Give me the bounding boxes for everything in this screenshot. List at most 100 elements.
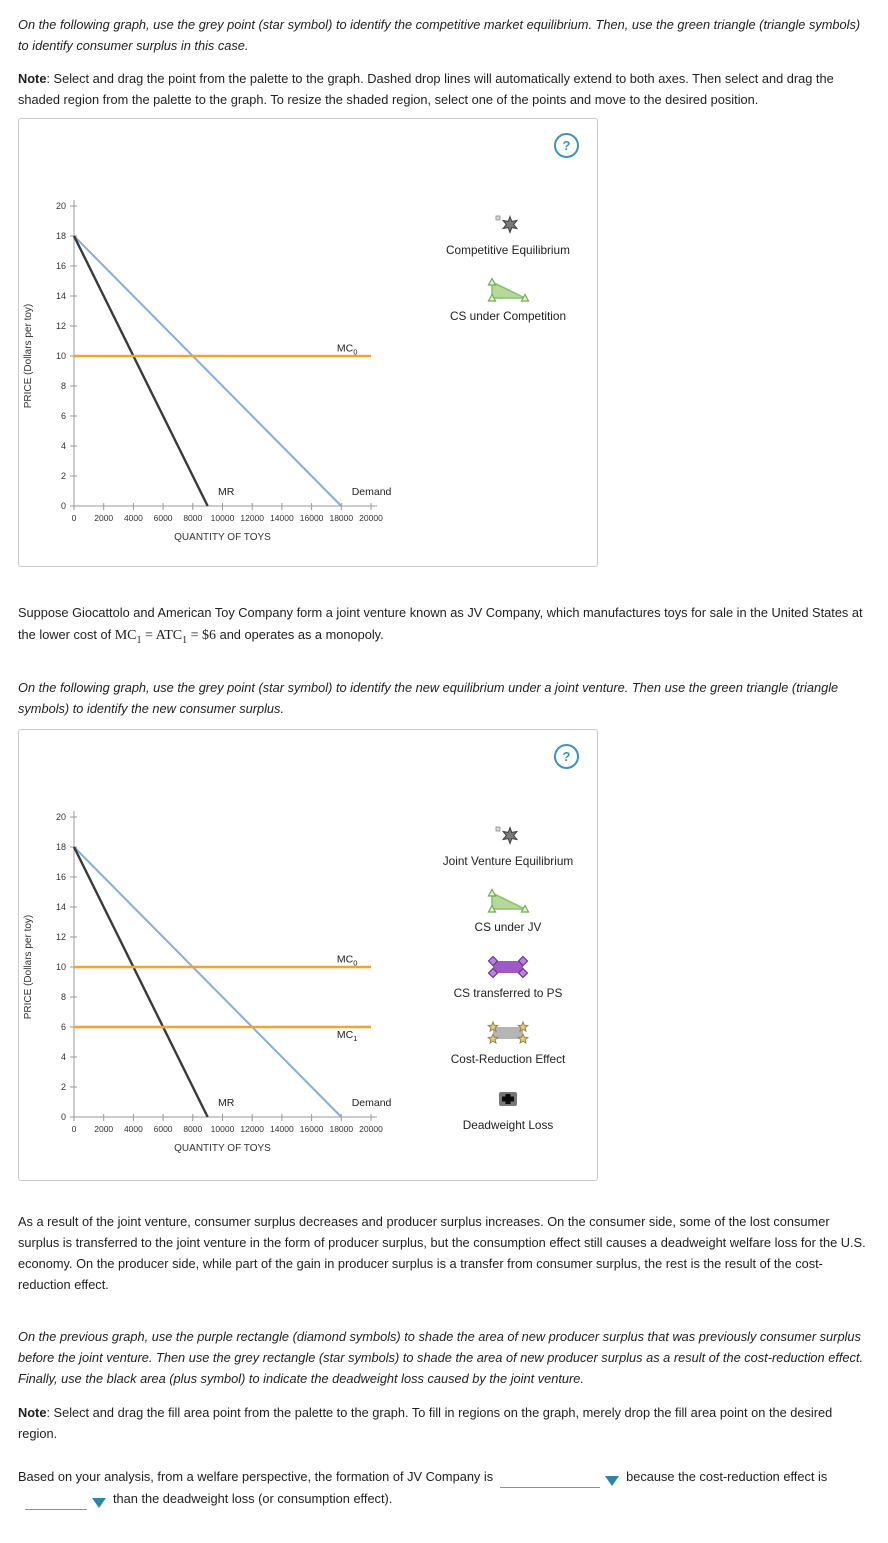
mc0-line-label: MC0 [337, 954, 358, 968]
note-label: Note [18, 1404, 47, 1420]
palette-item-deadweight-loss[interactable]: Deadweight Loss [419, 1082, 597, 1132]
y-tick-label: 6 [61, 411, 66, 421]
mr-line-label: MR [218, 486, 235, 498]
note-paragraph-2: Note: Select and drag the fill area poin… [18, 1402, 870, 1444]
palette-item-joint-venture-equilibrium[interactable]: Joint Venture Equilibrium [419, 818, 597, 868]
purple-rectangle-diamond-icon[interactable] [419, 950, 597, 984]
y-tick-label: 0 [61, 501, 66, 511]
green-triangle-icon[interactable] [419, 884, 597, 918]
y-tick-label: 0 [61, 1112, 66, 1122]
dropdown-welfare[interactable] [500, 1466, 620, 1488]
palette-item-label: Cost-Reduction Effect [450, 1052, 566, 1067]
mr-line-label: MR [218, 1097, 235, 1109]
x-tick-label: 10000 [211, 513, 235, 523]
star-point-icon[interactable] [419, 818, 597, 852]
x-tick-label: 16000 [300, 513, 324, 523]
star-point-icon[interactable] [419, 207, 597, 241]
instruction-paragraph-2: On the following graph, use the grey poi… [18, 679, 839, 716]
note-paragraph-1: Note: Select and drag the point from the… [18, 68, 870, 110]
math-price: = $6 [187, 627, 217, 643]
x-tick-label: 12000 [240, 1124, 264, 1134]
x-tick-label: 12000 [240, 513, 264, 523]
demand-line [73, 235, 343, 508]
palette-item-label: Joint Venture Equilibrium [442, 854, 574, 869]
dropdown-blank[interactable] [25, 1495, 87, 1510]
y-tick-label: 18 [56, 231, 66, 241]
dropdown-arrow-icon[interactable] [605, 1475, 620, 1486]
joint-venture-graph-canvas[interactable]: 0 2 4 6 8 10 12 14 16 18 20 0 2000 4000 6000 8000 10000 1… [19, 792, 419, 1160]
palette-item-label: Competitive Equilibrium [446, 243, 570, 258]
mr-line [72, 235, 209, 507]
x-axis-label: QUANTITY OF TOYS [174, 1143, 271, 1154]
y-tick-label: 18 [56, 842, 66, 852]
y-tick-label: 12 [56, 321, 66, 331]
mc1-line-label: MC1 [337, 1029, 358, 1043]
palette-item-cost-reduction-effect[interactable]: Cost-Reduction Effect [419, 1016, 597, 1066]
x-tick-label: 0 [72, 1124, 77, 1134]
math-sub-1: 1 [136, 634, 142, 646]
x-tick-label: 20000 [359, 513, 383, 523]
palette-item-cs-under-competition[interactable]: CS under Competition [419, 273, 597, 323]
demand-line-label: Demand [352, 1097, 392, 1109]
y-tick-label: 2 [61, 471, 66, 481]
palette-item-label: Deadweight Loss [462, 1118, 554, 1133]
help-icon[interactable]: ? [554, 744, 579, 770]
dropdown-arrow-icon[interactable] [92, 1497, 106, 1508]
x-axis-label: QUANTITY OF TOYS [174, 532, 271, 543]
grey-rectangle-star-icon[interactable] [419, 1016, 597, 1050]
scenario-text-1: Suppose Giocattolo and American Toy Comp… [18, 605, 863, 642]
x-tick-label: 4000 [124, 513, 143, 523]
note-label: Note [18, 71, 47, 87]
help-icon[interactable]: ? [554, 133, 579, 159]
black-plus-icon[interactable] [419, 1082, 597, 1116]
palette-item-cs-under-jv[interactable]: CS under JV [419, 884, 597, 934]
math-sub-2: 1 [182, 634, 188, 646]
x-tick-label: 8000 [183, 1124, 202, 1134]
x-tick-label: 18000 [329, 513, 353, 523]
y-tick-label: 20 [56, 812, 66, 822]
x-tick-label: 2000 [94, 1124, 113, 1134]
competition-graph-canvas[interactable]: 0 2 4 6 8 10 12 14 16 18 20 0 2000 4000 6000 8000 10000 1… [19, 181, 419, 549]
x-tick-label: 6000 [154, 1124, 173, 1134]
y-tick-label: 14 [56, 291, 66, 301]
instruction-paragraph-1: On the following graph, use the grey poi… [18, 17, 861, 54]
x-tick-label: 2000 [94, 513, 113, 523]
x-tick-label: 14000 [270, 513, 294, 523]
dropdown-magnitude[interactable] [25, 1488, 106, 1510]
mr-line [72, 846, 209, 1118]
palette-competition: Competitive Equilibrium CS under Competit… [419, 207, 597, 339]
x-tick-label: 16000 [300, 1124, 324, 1134]
palette-item-cs-transferred-to-ps[interactable]: CS transferred to PS [419, 950, 597, 1000]
y-tick-label: 12 [56, 932, 66, 942]
y-tick-label: 10 [56, 962, 66, 972]
math-atc: = ATC [141, 627, 183, 643]
y-tick-label: 2 [61, 1082, 66, 1092]
instruction-paragraph-3: On the previous graph, use the purple re… [18, 1328, 864, 1386]
y-tick-label: 8 [61, 381, 66, 391]
y-tick-label: 14 [56, 902, 66, 912]
palette-item-label: CS under JV [474, 920, 542, 935]
mc0-line-label: MC0 [337, 343, 358, 357]
green-triangle-icon[interactable] [419, 273, 597, 307]
demand-line-label: Demand [352, 486, 392, 498]
palette-item-competitive-equilibrium[interactable]: Competitive Equilibrium [419, 207, 597, 257]
y-tick-label: 4 [61, 1052, 66, 1062]
math-mc: MC [114, 627, 137, 643]
y-axis-label: PRICE (Dollars per toy) [23, 915, 34, 1019]
y-tick-label: 16 [56, 261, 66, 271]
x-tick-label: 8000 [183, 513, 202, 523]
dropdown-blank[interactable] [500, 1473, 601, 1488]
y-tick-label: 6 [61, 1022, 66, 1032]
question-text-3: than the deadweight loss (or consumption… [113, 1490, 393, 1506]
y-tick-label: 4 [61, 441, 66, 451]
graph-panel-joint-venture: ? 0 2 4 6 8 10 12 14 16 18 20 0 2000 4000 6000 8000 1000… [18, 729, 598, 1182]
graph-panel-competition: ? 0 2 4 6 8 10 12 14 16 18 20 0 2000 4000 6000 8000 1000… [18, 118, 598, 568]
x-tick-label: 4000 [124, 1124, 143, 1134]
x-tick-label: 14000 [270, 1124, 294, 1134]
question-paragraph: Based on your analysis, from a welfare p… [18, 1466, 870, 1510]
palette-joint-venture: Joint Venture Equilibrium CS under JV CS t… [419, 818, 597, 1148]
note-text: : Select and drag the fill area point fr… [18, 1404, 833, 1441]
y-tick-label: 10 [56, 351, 66, 361]
note-text: : Select and drag the point from the pal… [18, 71, 834, 108]
